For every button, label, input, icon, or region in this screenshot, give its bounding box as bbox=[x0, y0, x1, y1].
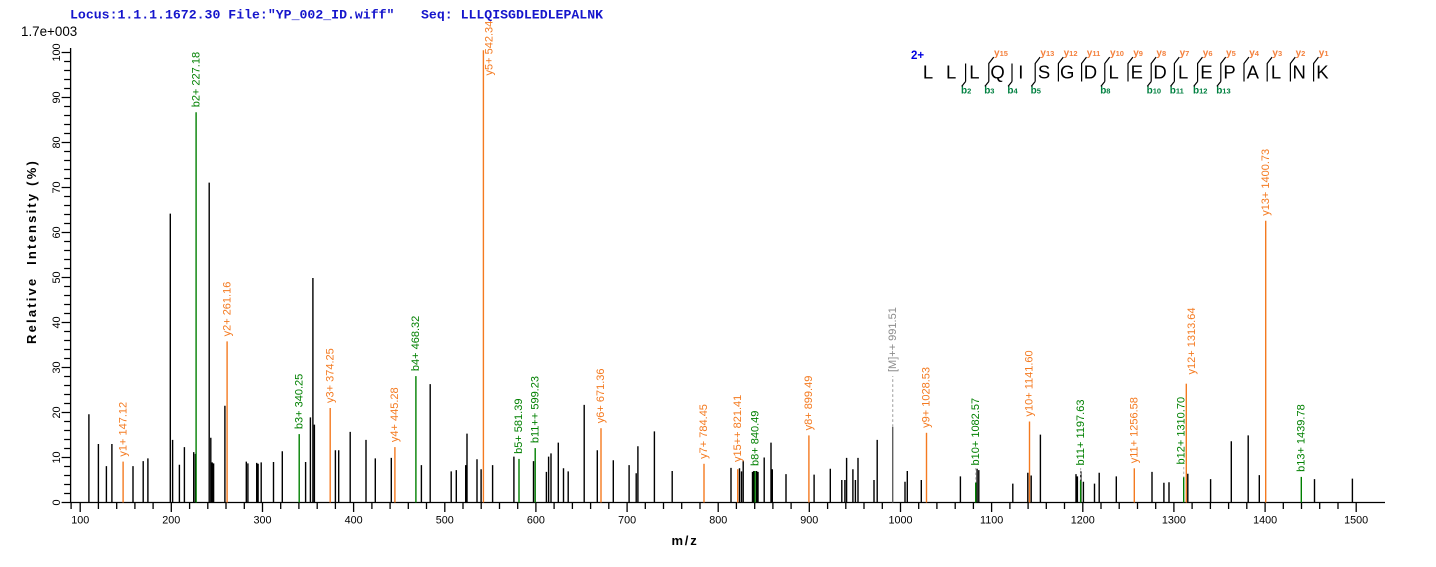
svg-text:N: N bbox=[1293, 62, 1306, 83]
svg-text:70: 70 bbox=[51, 181, 63, 193]
svg-text:200: 200 bbox=[162, 515, 180, 527]
svg-text:L: L bbox=[923, 62, 933, 83]
svg-text:0: 0 bbox=[51, 499, 63, 505]
svg-text:2+: 2+ bbox=[911, 50, 924, 62]
svg-text:y11: y11 bbox=[1087, 48, 1101, 59]
svg-text:y3: y3 bbox=[1272, 48, 1282, 59]
svg-text:y13: y13 bbox=[1040, 48, 1054, 59]
svg-text:y1: y1 bbox=[1319, 48, 1329, 59]
svg-text:L: L bbox=[1108, 62, 1118, 83]
svg-text:y6+ 671.36: y6+ 671.36 bbox=[595, 368, 607, 423]
svg-text:y10+ 1141.60: y10+ 1141.60 bbox=[1024, 350, 1036, 416]
svg-text:D: D bbox=[1153, 62, 1166, 83]
svg-text:y8: y8 bbox=[1156, 48, 1166, 59]
svg-text:y7: y7 bbox=[1180, 48, 1190, 59]
svg-text:y9: y9 bbox=[1133, 48, 1143, 59]
svg-text:b4: b4 bbox=[1007, 86, 1018, 97]
svg-text:1400: 1400 bbox=[1253, 515, 1277, 527]
svg-text:100: 100 bbox=[51, 43, 63, 61]
svg-text:A: A bbox=[1247, 62, 1260, 83]
svg-text:b10: b10 bbox=[1147, 86, 1161, 97]
svg-text:I: I bbox=[1018, 62, 1023, 83]
svg-text:[M]++ 991.51: [M]++ 991.51 bbox=[887, 307, 899, 372]
svg-text:L: L bbox=[969, 62, 979, 83]
svg-text:Locus:1.1.1.1672.30 File:"YP_0: Locus:1.1.1.1672.30 File:"YP_002_ID.wiff… bbox=[70, 8, 394, 23]
svg-text:900: 900 bbox=[800, 515, 818, 527]
svg-text:600: 600 bbox=[527, 515, 545, 527]
svg-text:b2+ 227.18: b2+ 227.18 bbox=[190, 52, 202, 107]
svg-text:b3+ 340.25: b3+ 340.25 bbox=[293, 374, 305, 429]
svg-text:y6: y6 bbox=[1203, 48, 1213, 59]
svg-text:b11++ 599.23: b11++ 599.23 bbox=[529, 376, 541, 443]
svg-text:y5: y5 bbox=[1226, 48, 1236, 59]
svg-text:20: 20 bbox=[51, 406, 63, 418]
svg-text:1500: 1500 bbox=[1344, 515, 1368, 527]
svg-text:y10: y10 bbox=[1110, 48, 1124, 59]
svg-text:G: G bbox=[1060, 62, 1074, 83]
svg-text:b3: b3 bbox=[984, 86, 994, 97]
svg-text:E: E bbox=[1200, 62, 1212, 83]
svg-text:40: 40 bbox=[51, 316, 63, 328]
svg-text:800: 800 bbox=[709, 515, 727, 527]
svg-text:50: 50 bbox=[51, 271, 63, 283]
svg-text:500: 500 bbox=[436, 515, 454, 527]
svg-text:b12: b12 bbox=[1193, 86, 1207, 97]
svg-text:b5: b5 bbox=[1031, 86, 1041, 97]
svg-text:y2+ 261.16: y2+ 261.16 bbox=[221, 282, 233, 337]
svg-text:60: 60 bbox=[51, 226, 63, 238]
svg-text:1000: 1000 bbox=[888, 515, 912, 527]
svg-text:y7+ 784.45: y7+ 784.45 bbox=[698, 404, 710, 459]
svg-text:y11+ 1256.58: y11+ 1256.58 bbox=[1129, 397, 1141, 463]
svg-text:L: L bbox=[1271, 62, 1281, 83]
svg-text:1.7e+003: 1.7e+003 bbox=[21, 24, 77, 39]
svg-text:y9+ 1028.53: y9+ 1028.53 bbox=[921, 367, 933, 428]
svg-text:b12+ 1310.70: b12+ 1310.70 bbox=[1176, 397, 1188, 465]
svg-text:b8: b8 bbox=[1100, 86, 1110, 97]
svg-text:b11+ 1197.63: b11+ 1197.63 bbox=[1075, 400, 1087, 466]
svg-text:b5+ 581.39: b5+ 581.39 bbox=[513, 399, 525, 454]
svg-text:K: K bbox=[1316, 62, 1329, 83]
svg-text:Q: Q bbox=[990, 62, 1004, 83]
svg-text:1200: 1200 bbox=[1071, 515, 1095, 527]
svg-text:y15: y15 bbox=[994, 48, 1008, 59]
svg-text:E: E bbox=[1131, 62, 1143, 83]
svg-text:b11: b11 bbox=[1170, 86, 1184, 97]
svg-text:80: 80 bbox=[51, 136, 63, 148]
svg-text:D: D bbox=[1084, 62, 1097, 83]
svg-text:y1+ 147.12: y1+ 147.12 bbox=[117, 402, 129, 457]
svg-text:1300: 1300 bbox=[1162, 515, 1186, 527]
svg-text:y12: y12 bbox=[1064, 48, 1078, 59]
svg-text:b13: b13 bbox=[1216, 86, 1230, 97]
svg-text:L: L bbox=[946, 62, 956, 83]
svg-text:m/z: m/z bbox=[671, 533, 698, 548]
svg-text:100: 100 bbox=[71, 515, 89, 527]
svg-text:y4+ 445.28: y4+ 445.28 bbox=[389, 387, 401, 442]
svg-text:1100: 1100 bbox=[980, 515, 1003, 527]
svg-text:700: 700 bbox=[618, 515, 636, 527]
svg-text:y5+ 542.34: y5+ 542.34 bbox=[483, 21, 495, 76]
svg-text:L: L bbox=[1178, 62, 1188, 83]
svg-text:b4+ 468.32: b4+ 468.32 bbox=[410, 316, 422, 371]
svg-text:b2: b2 bbox=[961, 86, 971, 97]
svg-text:b10+ 1082.57: b10+ 1082.57 bbox=[970, 398, 982, 466]
svg-text:y4: y4 bbox=[1249, 48, 1260, 59]
svg-text:Relative Intensity (%): Relative Intensity (%) bbox=[24, 159, 39, 344]
svg-text:y13+ 1400.73: y13+ 1400.73 bbox=[1260, 149, 1272, 216]
svg-text:y8+ 899.49: y8+ 899.49 bbox=[803, 376, 815, 431]
svg-text:P: P bbox=[1223, 62, 1235, 83]
svg-text:S: S bbox=[1038, 62, 1050, 83]
svg-text:y2: y2 bbox=[1296, 48, 1306, 59]
svg-text:y15++ 821.41: y15++ 821.41 bbox=[732, 395, 744, 462]
svg-text:y3+ 374.25: y3+ 374.25 bbox=[324, 348, 336, 403]
svg-text:400: 400 bbox=[345, 515, 363, 527]
svg-text:b8+ 840.49: b8+ 840.49 bbox=[749, 411, 761, 466]
svg-text:y12+ 1313.64: y12+ 1313.64 bbox=[1186, 308, 1198, 375]
svg-text:10: 10 bbox=[51, 451, 63, 463]
svg-text:300: 300 bbox=[253, 515, 271, 527]
svg-text:30: 30 bbox=[51, 361, 63, 373]
svg-text:90: 90 bbox=[51, 91, 63, 103]
svg-text:Seq: LLLQISGDLEDLEPALNK: Seq: LLLQISGDLEDLEPALNK bbox=[421, 8, 603, 23]
svg-text:b13+ 1439.78: b13+ 1439.78 bbox=[1296, 404, 1308, 472]
